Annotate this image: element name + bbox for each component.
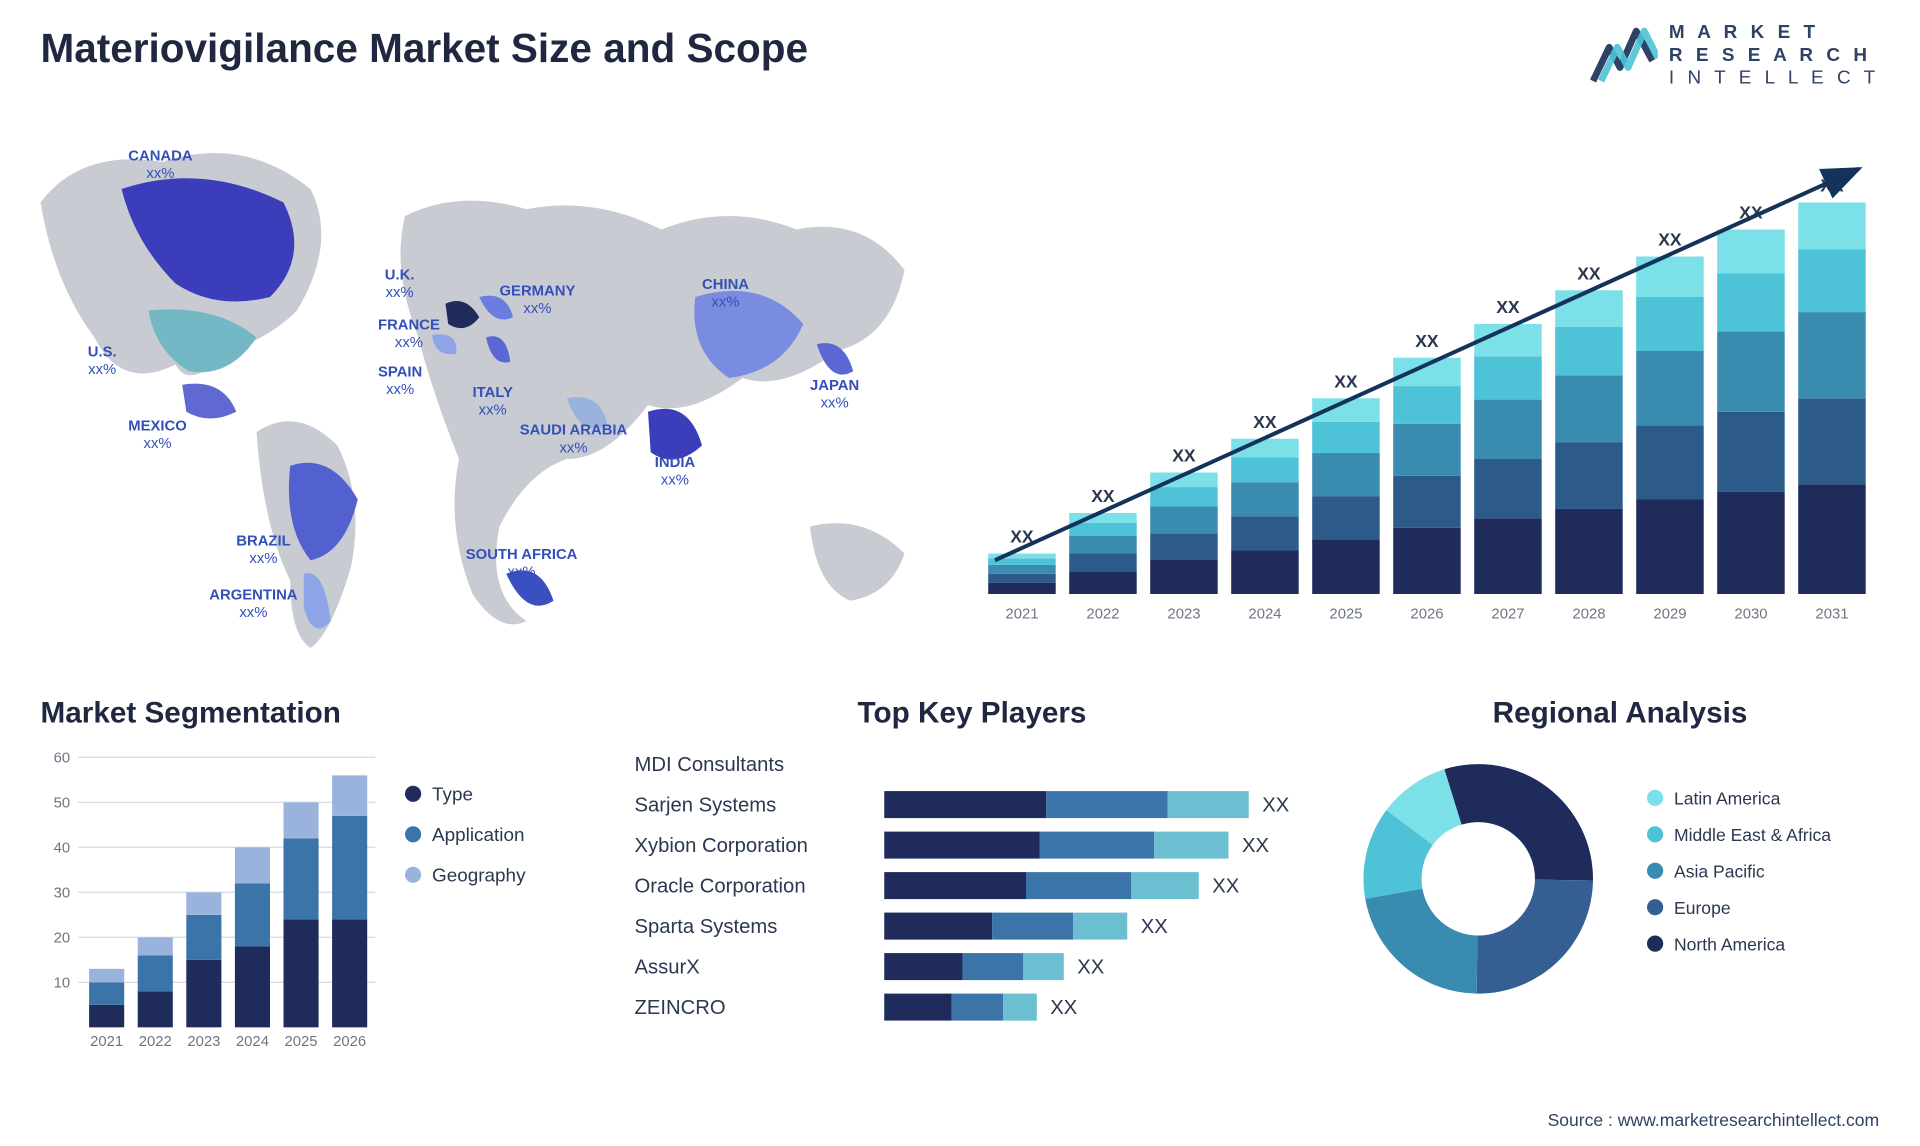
segmentation-legend: Type Application Geography [405,783,526,905]
brand-logo: M A R K E T R E S E A R C H I N T E L L … [1591,20,1880,88]
player-bar [884,872,1199,899]
players-list: MDI ConsultantsSarjen SystemsXXXybion Co… [635,744,1310,1027]
player-row: MDI Consultants [635,744,1310,785]
player-bar [884,953,1064,980]
svg-text:40: 40 [54,841,71,857]
key-players-block: Top Key Players MDI Consultants Sarjen Sy… [635,695,1310,1027]
logo-icon [1591,21,1659,89]
legend-item: Europe [1647,897,1831,917]
svg-text:2024: 2024 [1248,606,1281,622]
map-label: INDIAxx% [655,455,695,491]
svg-text:30: 30 [54,886,71,902]
svg-text:2025: 2025 [285,1034,318,1050]
svg-text:XX: XX [1415,331,1439,351]
svg-text:50: 50 [54,796,71,812]
svg-text:XX: XX [1334,371,1358,391]
svg-text:2022: 2022 [139,1034,172,1050]
map-label: GERMANYxx% [500,284,576,320]
svg-text:XX: XX [1172,446,1196,466]
svg-text:XX: XX [1577,263,1601,283]
regional-title: Regional Analysis [1350,695,1890,730]
map-label: SOUTH AFRICAxx% [466,547,578,583]
legend-item: Asia Pacific [1647,861,1831,881]
player-value: XX [1077,955,1104,978]
map-label: SPAINxx% [378,365,422,401]
svg-text:2028: 2028 [1572,606,1605,622]
map-label: SAUDI ARABIAxx% [520,423,628,459]
growth-svg: 2021 XX 2022 XX 2023 XX 2024 XX 2025 XX 2026 XX 2027… [981,135,1886,648]
player-name: ZEINCRO [635,996,885,1019]
player-value: XX [1050,996,1077,1019]
map-label: BRAZILxx% [236,533,290,569]
svg-text:2023: 2023 [187,1034,220,1050]
segmentation-chart: 10 20 30 40 50 60 2021 2022 2023 2024 2025 2026 [41,744,392,1054]
player-bar [884,791,1249,818]
map-label: ARGENTINAxx% [209,587,297,623]
legend-item: Middle East & Africa [1647,824,1831,844]
map-label: FRANCExx% [378,317,440,353]
player-value: XX [1242,834,1269,857]
svg-text:60: 60 [54,751,71,767]
legend-item: Application [405,824,526,846]
svg-text:XX: XX [1658,230,1682,250]
player-bar [884,832,1228,859]
svg-text:20: 20 [54,931,71,947]
svg-text:2021: 2021 [1005,606,1038,622]
legend-item: North America [1647,934,1831,954]
player-value: XX [1141,915,1168,938]
page-title: Materiovigilance Market Size and Scope [41,27,809,73]
player-name: Xybion Corporation [635,834,885,857]
player-row: AssurX XX [635,946,1310,987]
svg-text:2022: 2022 [1086,606,1119,622]
regional-block: Regional Analysis Latin America Middle Ea… [1350,695,1890,1007]
svg-text:XX: XX [1496,297,1520,317]
regional-legend: Latin America Middle East & Africa Asia Pa… [1647,788,1831,970]
map-label: U.K.xx% [385,267,415,303]
player-value: XX [1262,793,1289,816]
player-value: XX [1212,874,1239,897]
player-row: Sparta Systems XX [635,906,1310,947]
svg-text:2026: 2026 [333,1034,366,1050]
player-row: Sarjen Systems XX [635,784,1310,825]
logo-text: M A R K E T R E S E A R C H I N T E L L … [1669,20,1879,88]
player-row: Xybion Corporation XX [635,825,1310,866]
svg-text:2023: 2023 [1167,606,1200,622]
player-name: Sarjen Systems [635,793,885,816]
svg-text:XX: XX [1091,486,1115,506]
svg-text:2030: 2030 [1734,606,1767,622]
player-bar [884,994,1037,1021]
svg-text:2021: 2021 [90,1034,123,1050]
source-text: Source : www.marketresearchintellect.com [1548,1110,1880,1130]
player-name: Oracle Corporation [635,874,885,897]
svg-text:2025: 2025 [1329,606,1362,622]
world-map: CANADAxx% U.S.xx% MEXICOxx% BRAZILxx% ARGENT… [27,122,945,676]
svg-text:2027: 2027 [1491,606,1524,622]
segmentation-title: Market Segmentation [41,695,595,730]
svg-text:2024: 2024 [236,1034,269,1050]
map-label: CHINAxx% [702,277,749,313]
map-label: MEXICOxx% [128,419,187,455]
player-name: AssurX [635,955,885,978]
legend-item: Type [405,783,526,805]
legend-item: Geography [405,864,526,886]
map-label: JAPANxx% [810,378,859,414]
svg-text:2031: 2031 [1815,606,1848,622]
svg-text:2026: 2026 [1410,606,1443,622]
map-label: CANADAxx% [128,149,192,185]
players-title: Top Key Players [635,695,1310,730]
donut-chart [1350,751,1607,1008]
legend-item: Latin America [1647,788,1831,808]
svg-text:XX: XX [1253,412,1277,432]
growth-bar-chart: 2021 XX 2022 XX 2023 XX 2024 XX 2025 XX 2026 XX 2027… [981,135,1886,648]
player-row: ZEINCRO XX [635,987,1310,1027]
player-name: MDI Consultants [635,753,885,776]
svg-text:2029: 2029 [1653,606,1686,622]
player-bar [884,913,1127,940]
map-label: ITALYxx% [473,385,513,421]
svg-text:10: 10 [54,976,71,992]
map-label: U.S.xx% [88,344,117,380]
player-row: Oracle Corporation XX [635,865,1310,906]
player-name: Sparta Systems [635,915,885,938]
